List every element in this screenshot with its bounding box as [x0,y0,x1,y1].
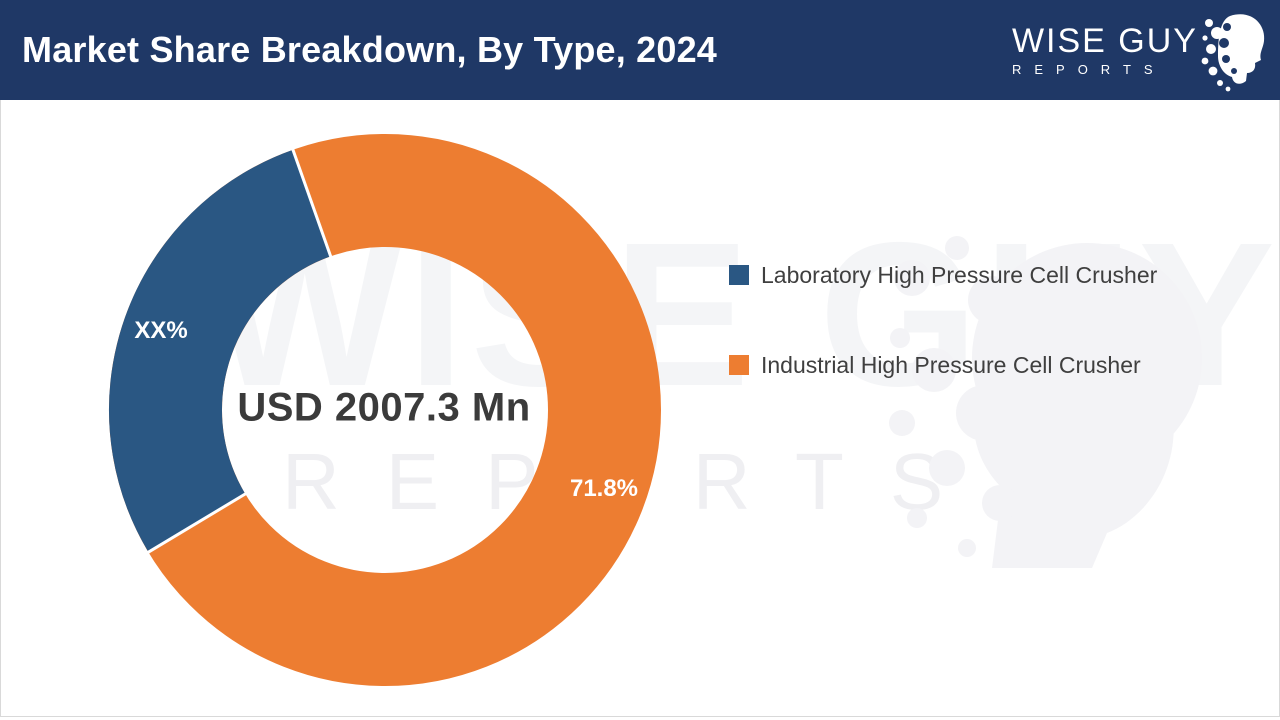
slice-label-industrial: 71.8% [569,475,639,502]
donut-center-value: USD 2007.3 Mn [237,385,531,430]
slice-separator [290,146,334,262]
legend-item-laboratory[interactable]: Laboratory High Pressure Cell Crusher [729,261,1157,289]
legend: Laboratory High Pressure Cell Crusher In… [729,261,1157,441]
legend-item-industrial[interactable]: Industrial High Pressure Cell Crusher [729,351,1157,379]
logo-wordmark: WISE GUY [1011,21,1198,60]
logo-text: WISE GUY REPORTS [1012,24,1198,77]
legend-label-industrial: Industrial High Pressure Cell Crusher [761,351,1141,378]
slice-label-laboratory: XX% [134,317,188,344]
legend-label-laboratory: Laboratory High Pressure Cell Crusher [761,261,1158,288]
page-title: Market Share Breakdown, By Type, 2024 [22,29,718,70]
slice-separator [145,490,251,555]
logo-face-icon [1201,14,1265,92]
legend-swatch-industrial [729,355,749,375]
header-bar: Market Share Breakdown, By Type, 2024 WI… [0,0,1280,100]
logo-tagline: REPORTS [1011,61,1166,77]
legend-swatch-laboratory [729,265,749,285]
wiseguy-logo: WISE GUY REPORTS [1012,7,1270,93]
